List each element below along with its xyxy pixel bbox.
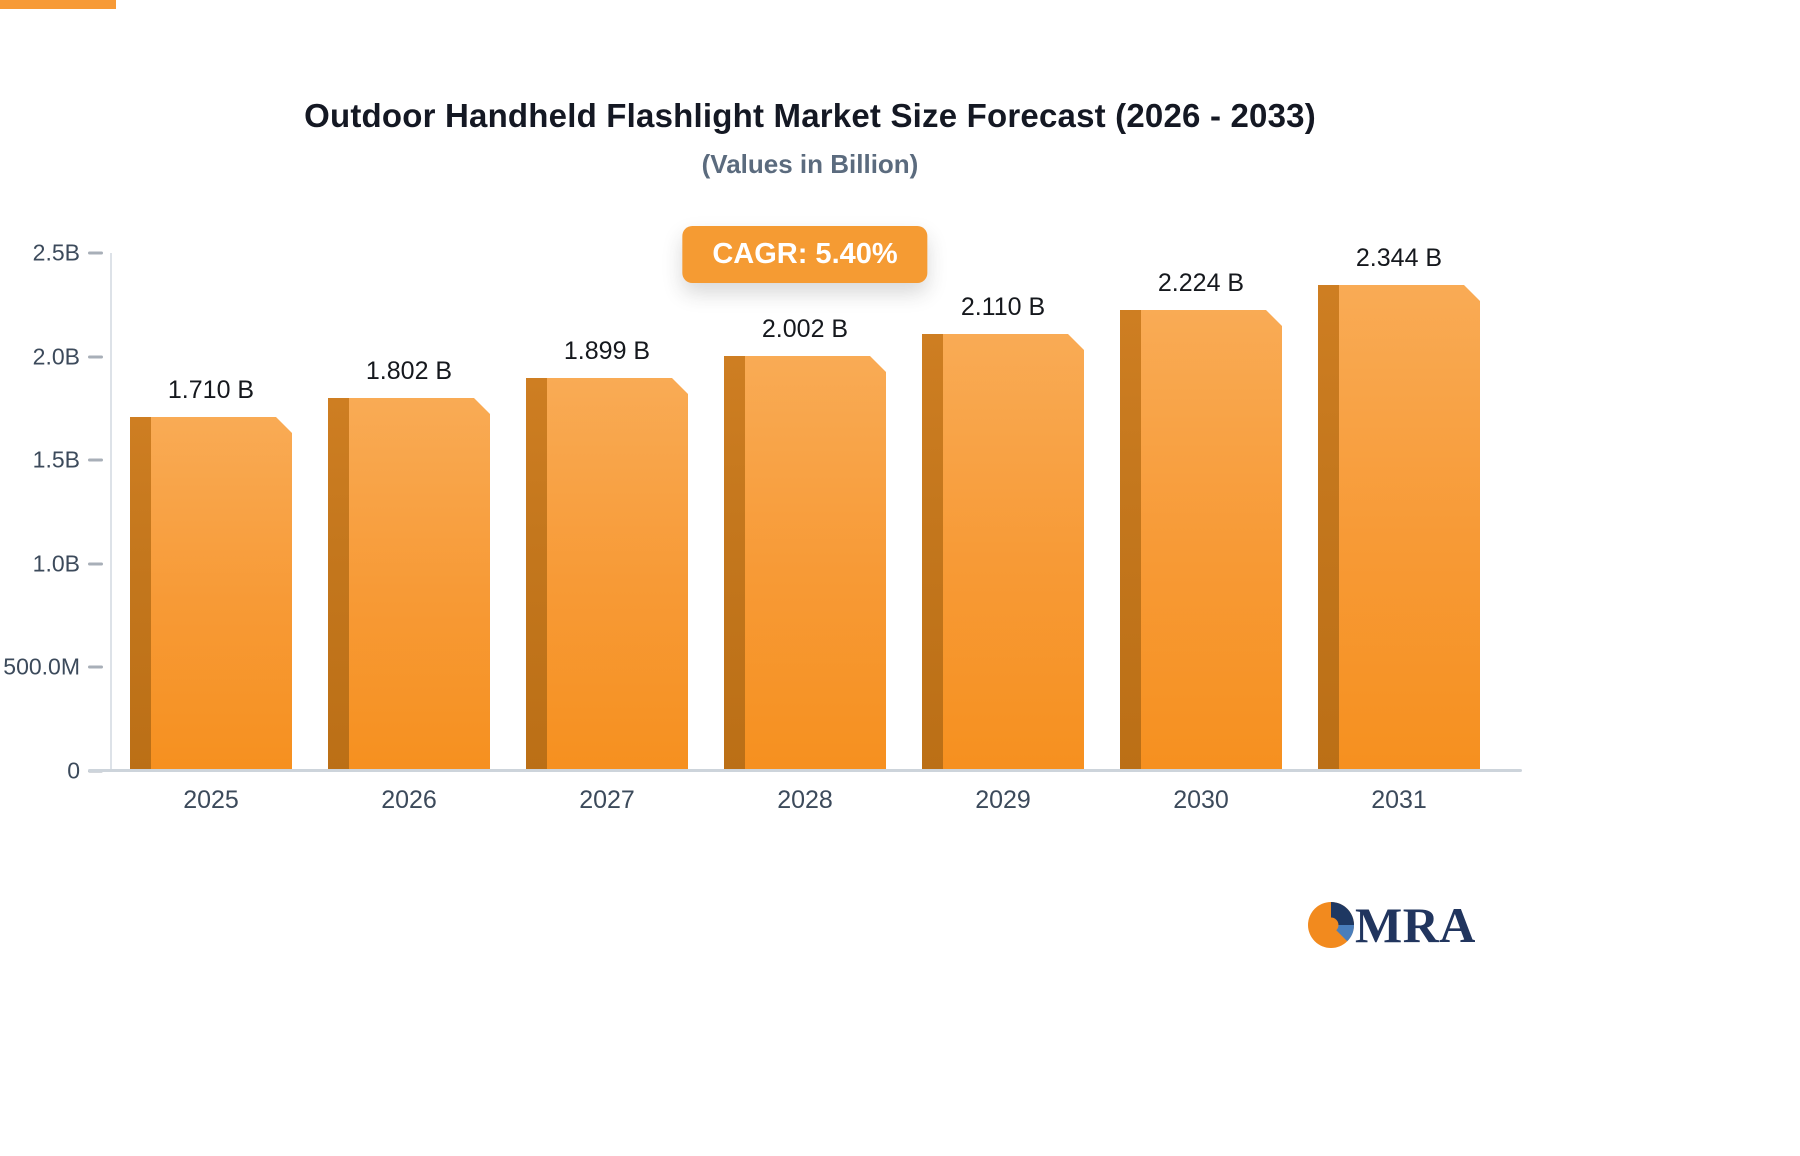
bar-slot-2030: 2.224 B xyxy=(1102,253,1300,771)
bar-2026[interactable] xyxy=(328,398,490,771)
bar-side-face xyxy=(1120,310,1141,771)
y-axis-tick-label: 1.0B xyxy=(32,550,80,577)
y-axis-tick-label: 500.0M xyxy=(3,653,80,680)
y-axis-tick-label: 2.0B xyxy=(32,343,80,370)
y-axis-tick-mark xyxy=(88,355,103,359)
bar-2030[interactable] xyxy=(1120,310,1282,771)
bar-value-label: 2.224 B xyxy=(1157,269,1245,297)
bar-slot-2029: 2.110 B xyxy=(904,253,1102,771)
x-axis-labels: 2025 2026 2027 2028 2029 2030 2031 xyxy=(112,786,1498,818)
y-axis-tick-mark xyxy=(88,665,103,669)
bar-2031[interactable] xyxy=(1318,285,1480,771)
bar-2027[interactable] xyxy=(526,378,688,771)
y-axis-tick-label: 1.5B xyxy=(32,446,80,473)
y-axis-tick-mark xyxy=(88,562,103,566)
bar-slot-2026: 1.802 B xyxy=(310,253,508,771)
x-axis-line xyxy=(88,769,1522,772)
plot-area: 1.710 B 1.802 B 1.899 B 2.002 B 2.110 B 2.224… xyxy=(112,244,1498,771)
chart-title: Outdoor Handheld Flashlight Market Size … xyxy=(304,97,1316,134)
x-axis-label-2028: 2028 xyxy=(777,786,833,814)
x-axis-label-2027: 2027 xyxy=(579,786,635,814)
bar-side-face xyxy=(724,356,745,771)
bar-2029[interactable] xyxy=(922,334,1084,771)
x-axis-label-2025: 2025 xyxy=(183,786,239,814)
cagr-badge: CAGR: 5.40% xyxy=(682,226,928,283)
bar-value-label: 1.710 B xyxy=(167,376,255,404)
y-axis-line xyxy=(110,253,112,771)
y-axis: 2.5B 2.0B 1.5B 1.0B 500.0M 0 xyxy=(0,240,112,784)
y-axis-tick-label: 0 xyxy=(67,757,80,784)
chart-subtitle: (Values in Billion) xyxy=(701,149,919,179)
bar-value-label: 2.002 B xyxy=(761,315,849,343)
bar-slot-2028: 2.002 B xyxy=(706,253,904,771)
bar-slot-2031: 2.344 B xyxy=(1300,244,1498,771)
top-edge-accent xyxy=(0,0,116,9)
bar-value-label: 1.899 B xyxy=(563,337,651,365)
x-axis-label-2026: 2026 xyxy=(381,786,437,814)
bar-2025[interactable] xyxy=(130,417,292,771)
bar-side-face xyxy=(526,378,547,771)
bar-side-face xyxy=(328,398,349,771)
logo: MRA xyxy=(1308,900,1476,950)
logo-pie-icon xyxy=(1308,902,1354,948)
bar-slot-2027: 1.899 B xyxy=(508,253,706,771)
bar-value-label: 2.344 B xyxy=(1355,244,1443,272)
bar-side-face xyxy=(922,334,943,771)
bar-2028[interactable] xyxy=(724,356,886,771)
bar-side-face xyxy=(130,417,151,771)
y-axis-tick-label: 2.5B xyxy=(32,239,80,266)
x-axis-label-2031: 2031 xyxy=(1371,786,1427,814)
y-axis-tick-mark xyxy=(88,251,103,255)
bar-value-label: 2.110 B xyxy=(960,293,1046,321)
bar-slot-2025: 1.710 B xyxy=(112,253,310,771)
y-axis-tick-mark xyxy=(88,458,103,462)
logo-text: MRA xyxy=(1355,897,1476,953)
x-axis-label-2030: 2030 xyxy=(1173,786,1229,814)
bar-value-label: 1.802 B xyxy=(365,357,453,385)
x-axis-label-2029: 2029 xyxy=(975,786,1031,814)
bar-side-face xyxy=(1318,285,1339,771)
